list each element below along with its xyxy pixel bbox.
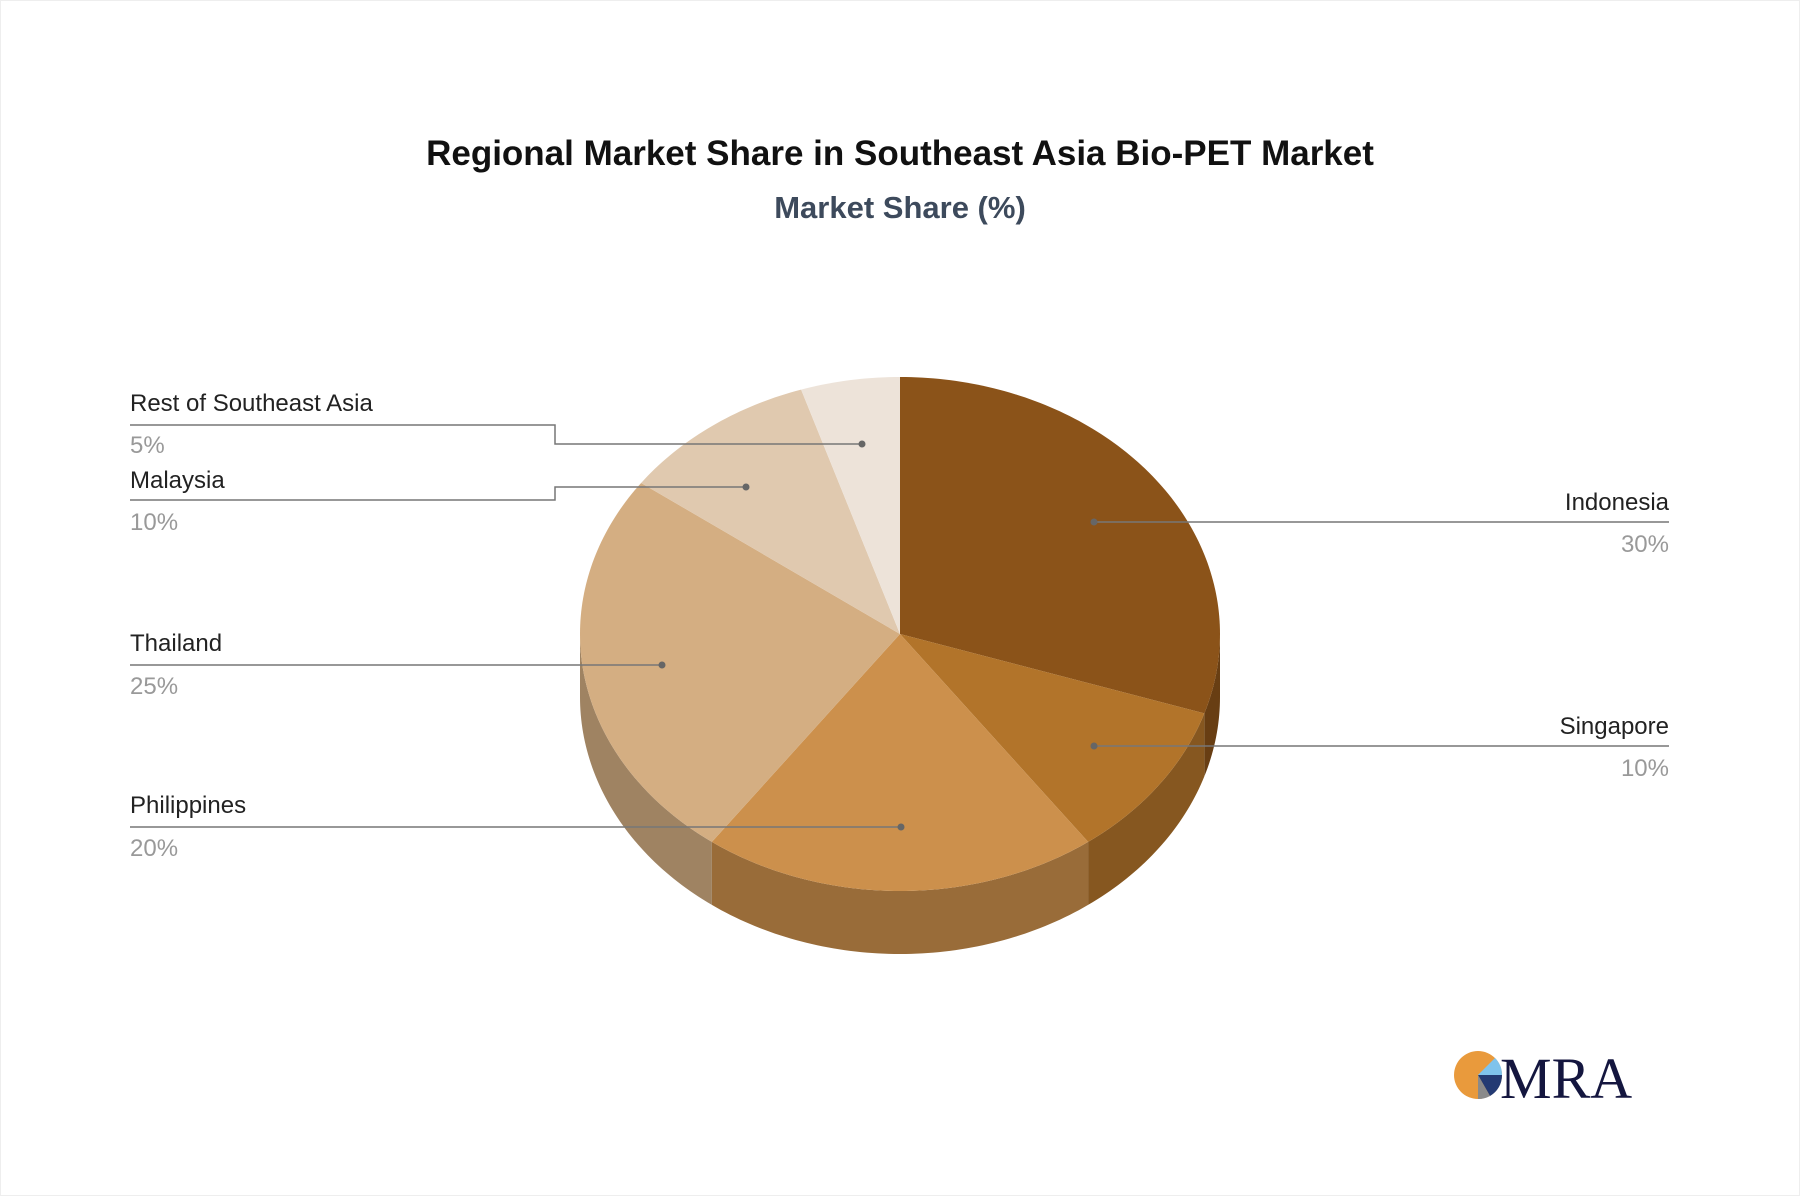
label-value-thailand: 25% bbox=[130, 673, 178, 700]
pie-slice-singapore bbox=[900, 634, 1205, 842]
leader-dot-thailand bbox=[658, 661, 666, 669]
label-name-thailand: Thailand bbox=[130, 630, 222, 657]
leader-dot-indonesia bbox=[1090, 518, 1098, 526]
pie-slice-thailand bbox=[580, 482, 900, 842]
leader-dot-malaysia bbox=[742, 483, 750, 491]
pie-side-singapore bbox=[1088, 713, 1205, 905]
pie-slice-indonesia bbox=[900, 377, 1220, 714]
label-value-indonesia: 30% bbox=[1621, 531, 1669, 558]
leader-line-malaysia bbox=[130, 486, 746, 501]
pie-side-thailand bbox=[580, 634, 712, 905]
label-name-malaysia: Malaysia bbox=[130, 467, 225, 494]
label-name-rest-of-southeast-asia: Rest of Southeast Asia bbox=[130, 390, 373, 417]
mra-logo: MRA bbox=[1450, 1040, 1650, 1106]
chart-title: Regional Market Share in Southeast Asia … bbox=[426, 134, 1374, 173]
pie-side-philippines bbox=[711, 841, 1089, 954]
pie-side-indonesia bbox=[1204, 634, 1220, 777]
label-value-malaysia: 10% bbox=[130, 509, 178, 536]
chart-subtitle: Market Share (%) bbox=[774, 190, 1026, 225]
label-value-singapore: 10% bbox=[1621, 755, 1669, 782]
leader-dot-philippines bbox=[897, 823, 905, 831]
leader-dot-singapore bbox=[1090, 742, 1098, 750]
label-value-rest-of-southeast-asia: 5% bbox=[130, 432, 165, 459]
label-value-philippines: 20% bbox=[130, 835, 178, 862]
logo-text: MRA bbox=[1500, 1046, 1632, 1106]
label-name-philippines: Philippines bbox=[130, 792, 246, 819]
pie-slice-malaysia bbox=[641, 389, 900, 634]
leader-dot-rest-of-southeast-asia bbox=[858, 440, 866, 448]
label-name-singapore: Singapore bbox=[1560, 713, 1669, 740]
logo-pie-icon: MRA bbox=[1454, 1046, 1632, 1106]
leader-line-rest-of-southeast-asia bbox=[130, 424, 862, 445]
label-name-indonesia: Indonesia bbox=[1565, 489, 1670, 516]
pie-slice-rest-of-southeast-asia bbox=[801, 377, 900, 634]
